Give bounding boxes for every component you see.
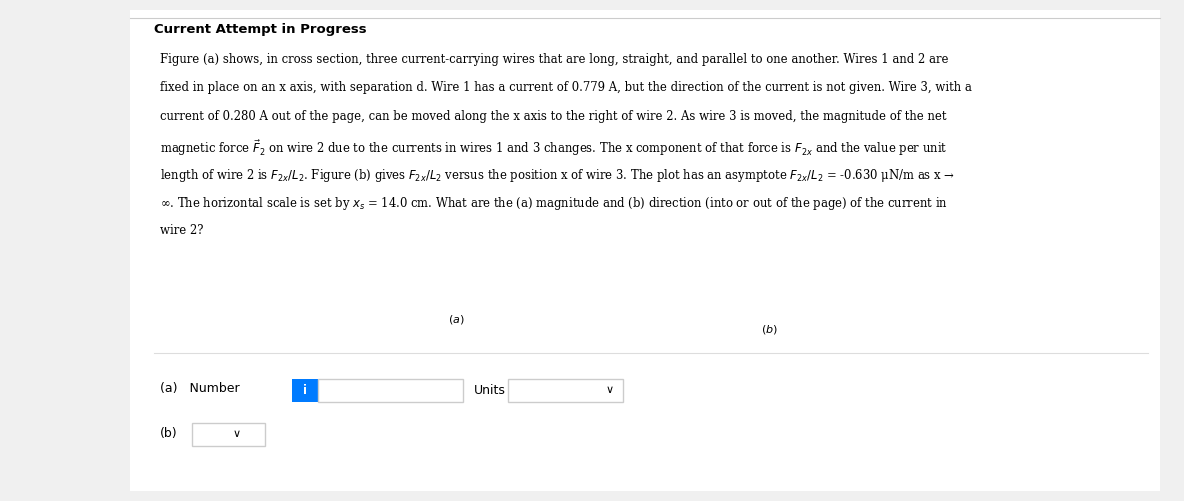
- Circle shape: [477, 228, 498, 246]
- Text: i: i: [303, 384, 308, 397]
- Text: length of wire 2 is $F_{2x}/L_2$. Figure (b) gives $F_{2x}/L_2$ versus the posit: length of wire 2 is $F_{2x}/L_2$. Figure…: [160, 167, 955, 184]
- Text: $x_s$: $x_s$: [888, 326, 900, 338]
- Text: 2: 2: [442, 214, 449, 224]
- Text: Figure (a) shows, in cross section, three current-carrying wires that are long, : Figure (a) shows, in cross section, thre…: [160, 53, 948, 66]
- Circle shape: [435, 228, 456, 246]
- Text: $x$: $x$: [570, 232, 579, 242]
- Text: $(a)$: $(a)$: [448, 313, 464, 326]
- Circle shape: [391, 228, 413, 246]
- Text: magnetic force $\vec{F}_2$ on wire 2 due to the currents in wires 1 and 3 change: magnetic force $\vec{F}_2$ on wire 2 due…: [160, 138, 947, 158]
- Text: $(b)$: $(b)$: [761, 323, 778, 336]
- Text: $d$: $d$: [419, 271, 429, 285]
- Text: Current Attempt in Progress: Current Attempt in Progress: [154, 23, 367, 36]
- Text: Units: Units: [474, 384, 506, 397]
- Text: ∨: ∨: [606, 385, 613, 395]
- Text: (a)   Number: (a) Number: [160, 382, 239, 395]
- Text: wire 2?: wire 2?: [160, 224, 204, 237]
- Text: fixed in place on an x axis, with separation d. Wire 1 has a current of 0.779 A,: fixed in place on an x axis, with separa…: [160, 81, 972, 94]
- Y-axis label: $F_{2x}/L_2$ (μN/m): $F_{2x}/L_2$ (μN/m): [600, 200, 614, 266]
- Text: 3: 3: [484, 214, 491, 224]
- Text: (b): (b): [160, 427, 178, 440]
- Text: ∞. The horizontal scale is set by $x_s$ = 14.0 cm. What are the (a) magnitude an: ∞. The horizontal scale is set by $x_s$ …: [160, 195, 948, 212]
- Text: $y$: $y$: [449, 162, 457, 174]
- Text: ∨: ∨: [233, 429, 240, 439]
- Circle shape: [484, 234, 491, 240]
- X-axis label: x (cm): x (cm): [753, 338, 786, 347]
- Text: current of 0.280 A out of the page, can be moved along the x axis to the right o: current of 0.280 A out of the page, can …: [160, 110, 946, 123]
- Text: 1: 1: [399, 214, 405, 224]
